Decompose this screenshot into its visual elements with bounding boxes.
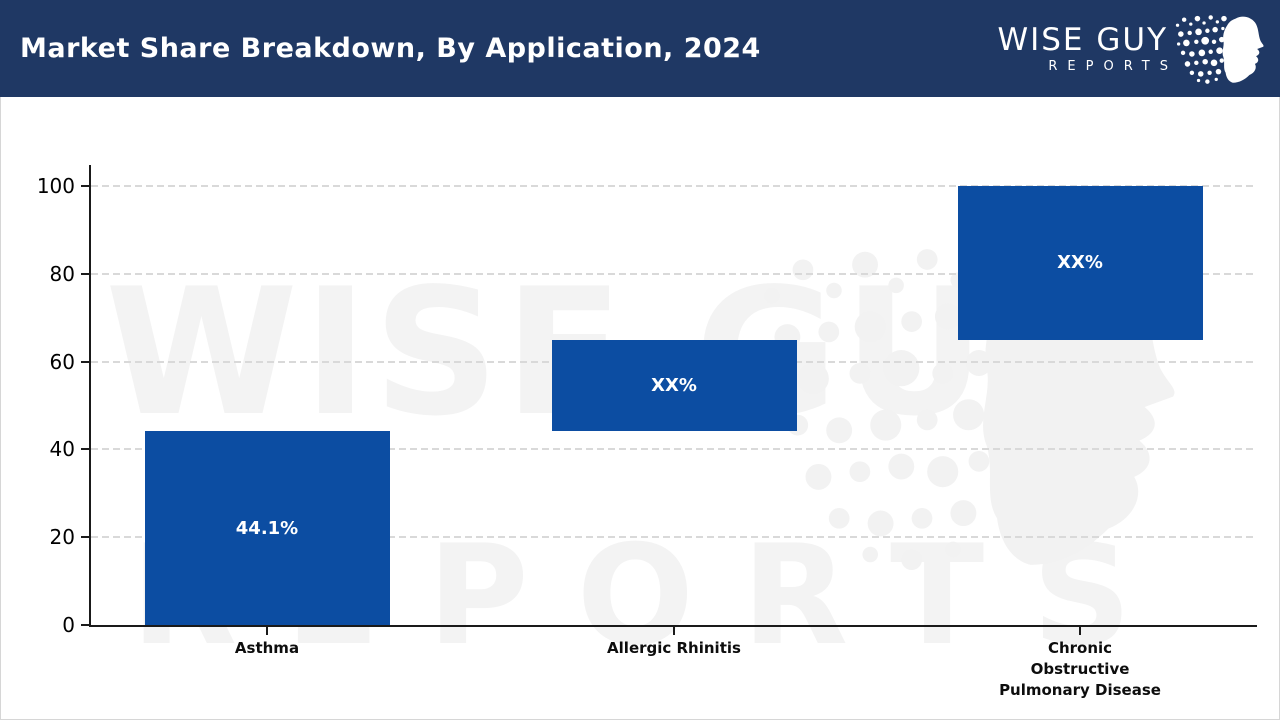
x-tick-allergic-rhinitis [673,627,675,635]
y-tick-100 [81,185,89,187]
logo-text: WISE GUY REPORTS [997,23,1168,73]
gridline-100 [91,185,1257,187]
y-tick-label-40: 40 [49,437,75,462]
gridline-40 [91,448,1257,451]
gridline-20 [91,536,1257,539]
page-title: Market Share Breakdown, By Application, … [20,33,761,64]
y-tick-40 [81,448,89,451]
x-tick-chronic [1079,627,1081,635]
y-tick-label-100: 100 [36,174,75,198]
x-category-label-chronic: Chronic Obstructive Pulmonary Disease [999,639,1161,699]
y-tick-60 [81,360,89,363]
gridline-80 [91,272,1257,275]
y-tick-20 [81,536,89,539]
bar-value-label-chronic: XX% [1057,252,1103,274]
wiseguy-logo: WISE GUY REPORTS [997,12,1266,86]
bar-value-label-asthma: 44.1% [235,517,299,539]
waterfall-plot: 0 20 40 60 80 100 44.1% Asthma XX% Allergic Rhini… [37,165,1257,699]
y-tick-label-80: 80 [49,261,75,286]
y-tick-label-0: 0 [62,613,75,637]
bar-allergic-rhinitis: XX% [551,339,797,432]
wiseguy-face-icon [1172,12,1266,86]
bar-chronic: XX% [957,186,1203,340]
y-tick-80 [81,272,89,275]
bar-asthma: 44.1% [144,431,390,625]
chart-area: WISE GUY REPORTS 0 20 40 60 80 100 44.1% Asthma… [0,97,1280,720]
x-category-label-allergic-rhinitis: Allergic Rhinitis [607,639,741,657]
y-tick-label-60: 60 [49,349,75,374]
bar-value-label-allergic-rhinitis: XX% [651,375,697,397]
y-tick-label-20: 20 [49,525,75,550]
y-tick-0 [81,624,89,626]
report-header: Market Share Breakdown, By Application, … [0,0,1280,97]
x-category-label-asthma: Asthma [234,639,300,657]
x-tick-asthma [266,627,268,635]
logo-wordmark: WISE GUY [997,22,1168,59]
logo-subtitle: REPORTS [1048,58,1178,74]
